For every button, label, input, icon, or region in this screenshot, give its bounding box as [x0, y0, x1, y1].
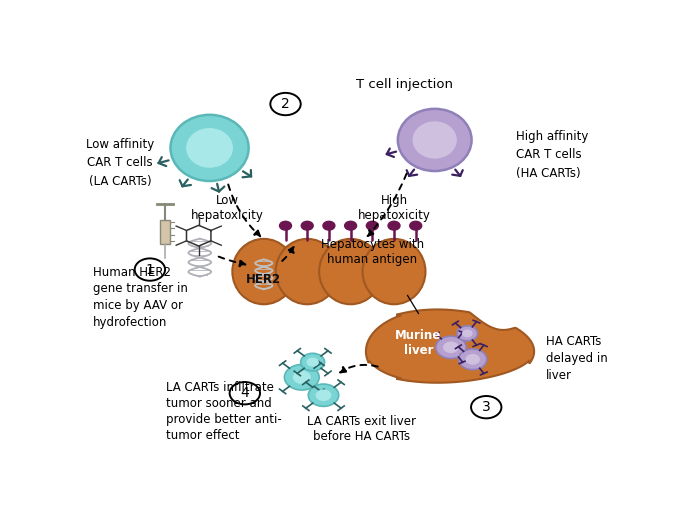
Text: liver: liver — [546, 369, 572, 382]
Circle shape — [466, 354, 480, 365]
Circle shape — [308, 384, 339, 407]
Text: mice by AAV or: mice by AAV or — [93, 299, 183, 312]
Ellipse shape — [398, 109, 472, 171]
Circle shape — [462, 329, 472, 337]
Bar — [160, 220, 170, 243]
Text: HA CARTs: HA CARTs — [546, 335, 601, 349]
Circle shape — [293, 370, 311, 384]
Ellipse shape — [319, 239, 382, 304]
Text: tumor effect: tumor effect — [166, 429, 239, 442]
Text: provide better anti-: provide better anti- — [166, 413, 282, 426]
Circle shape — [458, 349, 486, 370]
Text: CAR T cells: CAR T cells — [516, 148, 582, 161]
Text: (LA CARTs): (LA CARTs) — [89, 175, 151, 188]
Polygon shape — [366, 309, 534, 383]
Text: High
hepatoxicity: High hepatoxicity — [358, 194, 430, 222]
Circle shape — [443, 341, 459, 353]
Circle shape — [301, 353, 325, 371]
Circle shape — [410, 221, 421, 230]
Text: Low
hepatoxicity: Low hepatoxicity — [191, 194, 264, 222]
Circle shape — [344, 221, 356, 230]
Circle shape — [388, 221, 400, 230]
Ellipse shape — [186, 128, 233, 168]
Circle shape — [316, 390, 331, 401]
Text: 4: 4 — [241, 386, 249, 400]
Text: Low affinity: Low affinity — [86, 138, 154, 151]
Circle shape — [307, 357, 319, 367]
Ellipse shape — [276, 239, 339, 304]
Text: 2: 2 — [281, 97, 290, 111]
Circle shape — [279, 221, 291, 230]
Text: LA CARTs exit liver
before HA CARTs: LA CARTs exit liver before HA CARTs — [307, 415, 416, 443]
Text: 3: 3 — [482, 400, 491, 414]
Circle shape — [284, 365, 319, 390]
Text: 1: 1 — [146, 263, 154, 277]
Text: Murine
liver: Murine liver — [395, 329, 442, 357]
Circle shape — [366, 221, 378, 230]
Circle shape — [323, 221, 335, 230]
Text: hydrofection: hydrofection — [93, 316, 167, 329]
Ellipse shape — [363, 239, 426, 304]
Text: HER2: HER2 — [246, 273, 281, 286]
Text: LA CARTs infiltrate: LA CARTs infiltrate — [166, 381, 274, 394]
Text: delayed in: delayed in — [546, 352, 608, 365]
Circle shape — [436, 336, 466, 358]
Ellipse shape — [232, 239, 295, 304]
Text: Hepatocytes with
human antigen: Hepatocytes with human antigen — [321, 238, 424, 266]
Text: tumor sooner and: tumor sooner and — [166, 397, 272, 410]
Text: gene transfer in: gene transfer in — [93, 282, 188, 295]
Text: High affinity: High affinity — [516, 130, 589, 143]
Ellipse shape — [412, 121, 457, 159]
Text: T cell injection: T cell injection — [356, 78, 453, 91]
Text: (HA CARTs): (HA CARTs) — [516, 167, 581, 180]
Text: CAR T cells: CAR T cells — [88, 156, 153, 169]
Text: Human HER2: Human HER2 — [93, 266, 171, 279]
Circle shape — [457, 326, 477, 341]
Circle shape — [301, 221, 313, 230]
Ellipse shape — [171, 115, 248, 181]
